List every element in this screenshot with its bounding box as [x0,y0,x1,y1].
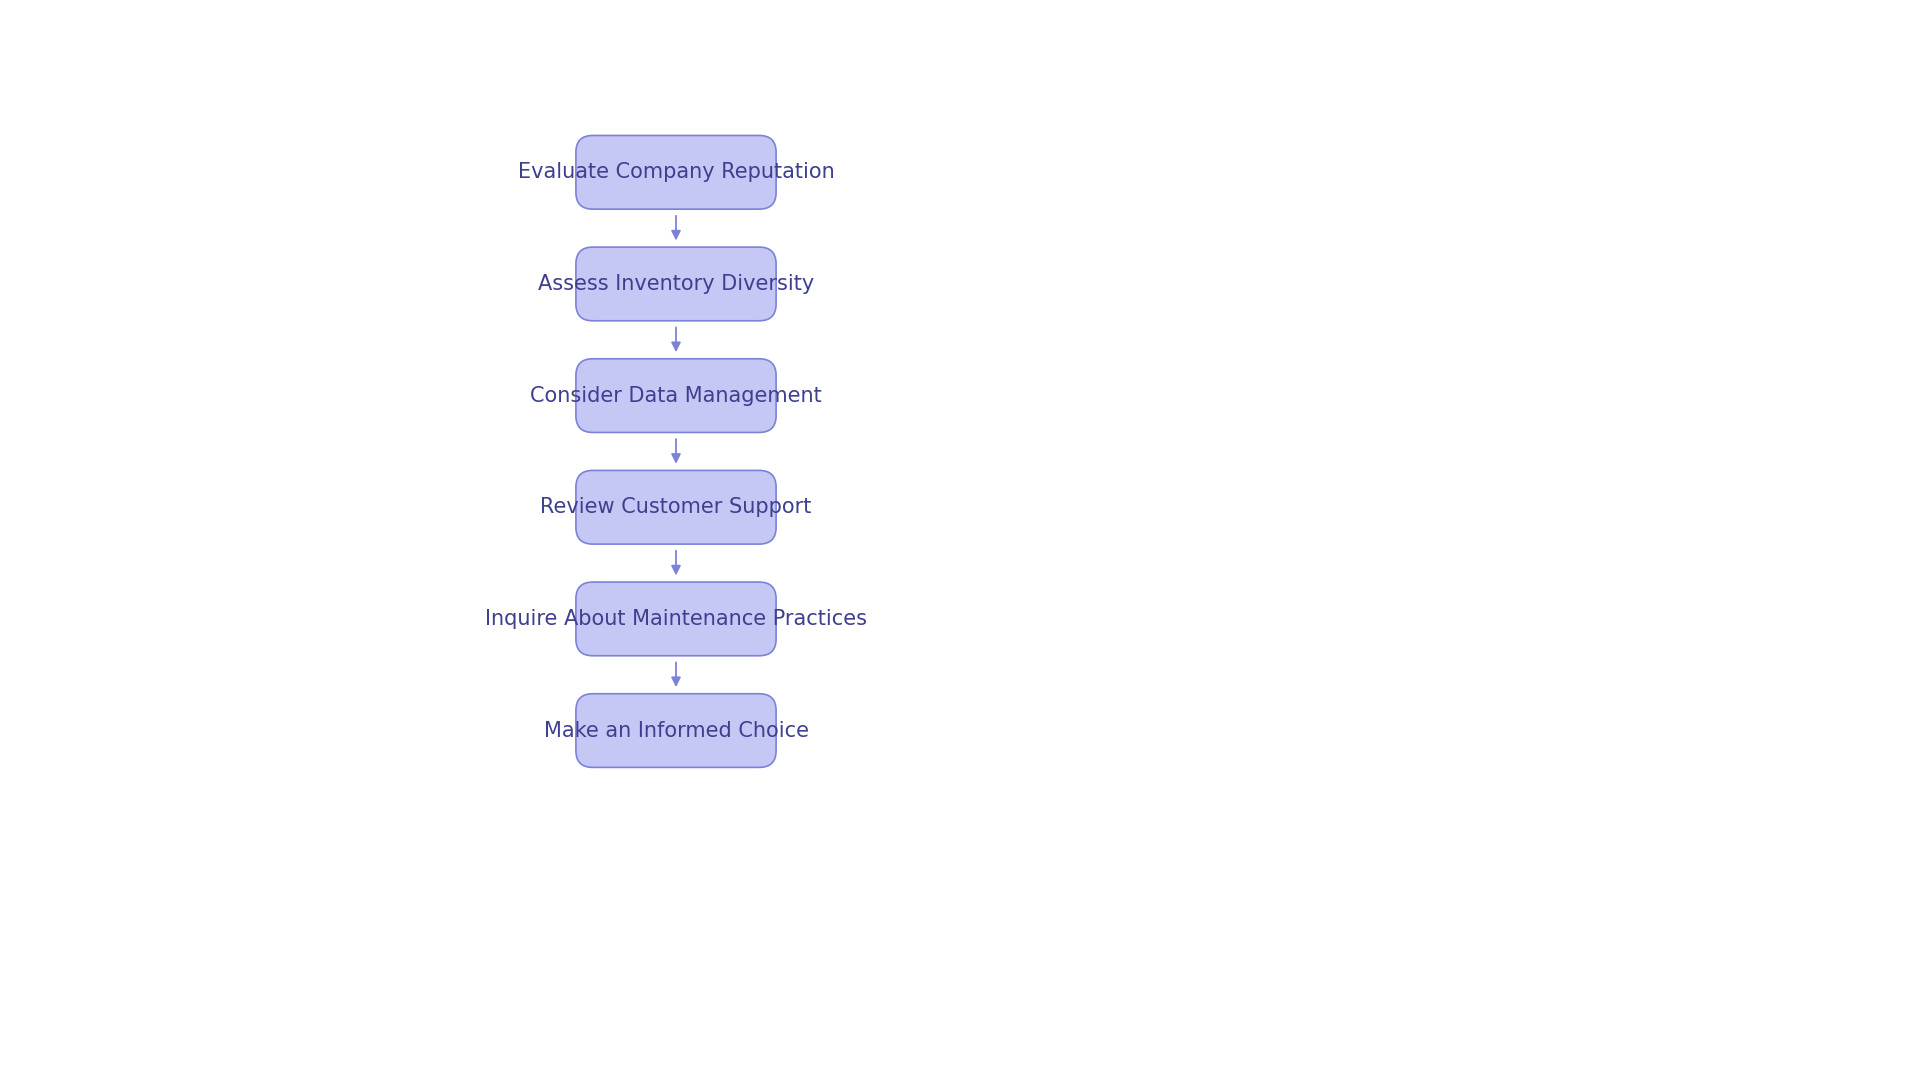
Text: Consider Data Management: Consider Data Management [530,386,822,406]
Text: Inquire About Maintenance Practices: Inquire About Maintenance Practices [486,609,868,629]
FancyBboxPatch shape [576,694,776,768]
Text: Assess Inventory Diversity: Assess Inventory Diversity [538,274,814,293]
FancyBboxPatch shape [576,135,776,209]
Text: Review Customer Support: Review Customer Support [540,497,812,518]
Text: Make an Informed Choice: Make an Informed Choice [543,720,808,741]
Text: Evaluate Company Reputation: Evaluate Company Reputation [518,162,835,182]
FancyBboxPatch shape [576,582,776,655]
FancyBboxPatch shape [576,358,776,432]
FancyBboxPatch shape [576,470,776,544]
FancyBboxPatch shape [576,247,776,321]
